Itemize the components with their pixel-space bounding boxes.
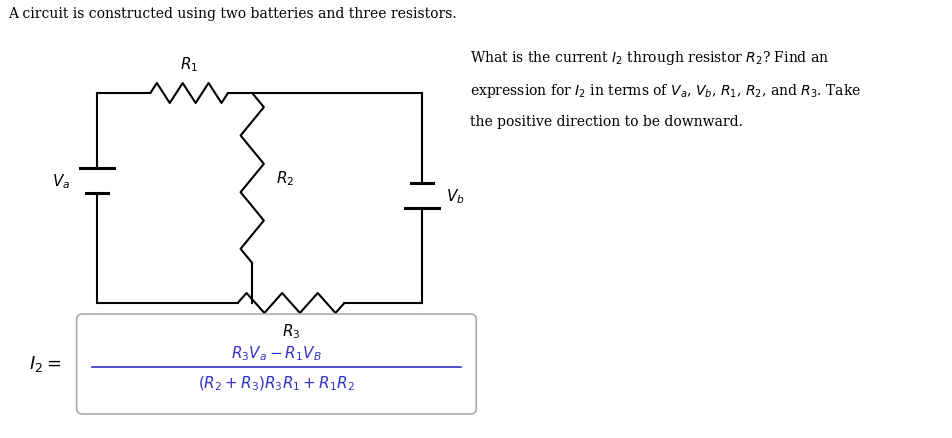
Text: What is the current $I_2$ through resistor $R_2$? Find an: What is the current $I_2$ through resist… — [470, 49, 829, 67]
Text: $V_a$: $V_a$ — [51, 172, 69, 191]
Text: $R_2$: $R_2$ — [276, 169, 294, 188]
Text: $R_3$: $R_3$ — [282, 321, 300, 340]
FancyBboxPatch shape — [76, 314, 476, 414]
Text: expression for $I_2$ in terms of $V_a$, $V_b$, $R_1$, $R_2$, and $R_3$. Take: expression for $I_2$ in terms of $V_a$, … — [470, 82, 861, 100]
Text: $(R_2+R_3)R_3R_1+R_1R_2$: $(R_2+R_3)R_3R_1+R_1R_2$ — [198, 374, 354, 392]
Text: $R_1$: $R_1$ — [180, 55, 198, 74]
Text: $R_3V_a-R_1V_B$: $R_3V_a-R_1V_B$ — [230, 344, 322, 363]
Text: A circuit is constructed using two batteries and three resistors.: A circuit is constructed using two batte… — [8, 7, 456, 21]
Text: $V_b$: $V_b$ — [446, 187, 465, 205]
Text: the positive direction to be downward.: the positive direction to be downward. — [470, 115, 743, 129]
Text: $I_2 =$: $I_2 =$ — [30, 353, 62, 373]
